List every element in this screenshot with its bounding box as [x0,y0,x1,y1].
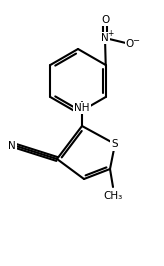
Text: +: + [107,30,113,39]
Text: NH: NH [74,103,90,113]
Text: N: N [8,141,16,151]
Text: CH₃: CH₃ [103,191,123,201]
Text: N: N [101,33,109,43]
Text: S: S [112,139,118,149]
Text: O: O [101,15,109,25]
Text: O: O [126,39,134,49]
Text: −: − [133,36,140,45]
